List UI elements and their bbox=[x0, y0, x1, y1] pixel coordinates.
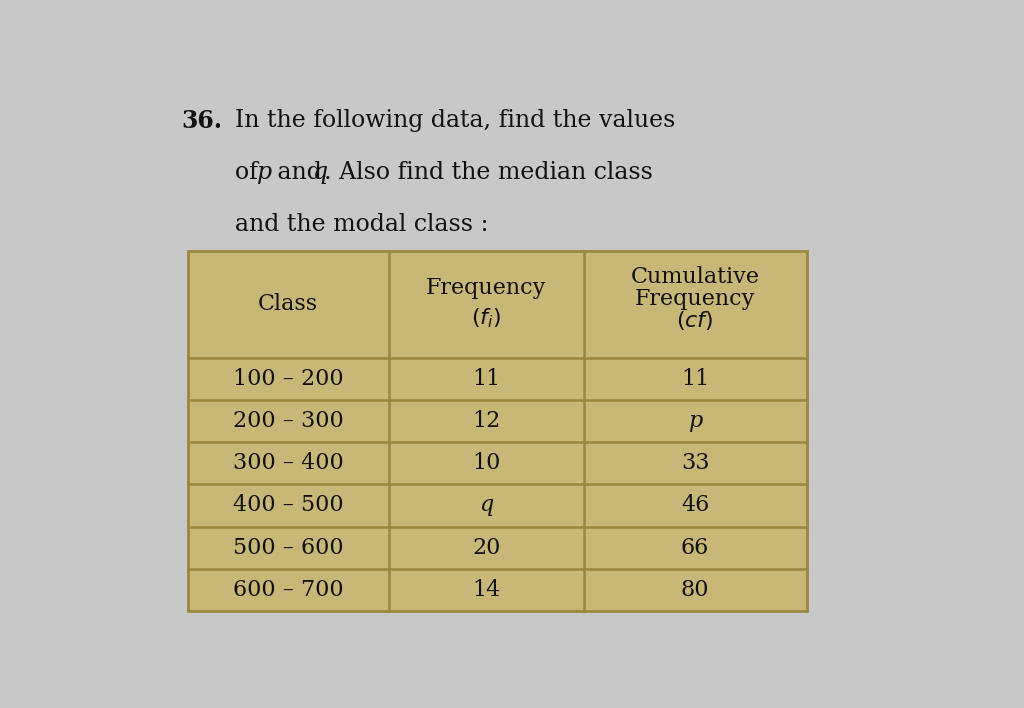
Text: 10: 10 bbox=[472, 452, 501, 474]
Text: 500 – 600: 500 – 600 bbox=[232, 537, 343, 559]
Text: Frequency: Frequency bbox=[426, 277, 547, 299]
Text: $(cf)$: $(cf)$ bbox=[677, 309, 714, 332]
Text: In the following data, find the values: In the following data, find the values bbox=[236, 110, 676, 132]
Text: p: p bbox=[688, 410, 702, 432]
Text: $(f_i)$: $(f_i)$ bbox=[471, 307, 502, 330]
Text: 600 – 700: 600 – 700 bbox=[232, 579, 343, 601]
Text: 14: 14 bbox=[472, 579, 501, 601]
Text: 36.: 36. bbox=[181, 110, 222, 134]
Text: 11: 11 bbox=[681, 367, 710, 389]
Text: of: of bbox=[236, 161, 265, 184]
Text: q: q bbox=[479, 494, 494, 516]
Text: q: q bbox=[313, 161, 328, 184]
Text: and the modal class :: and the modal class : bbox=[236, 213, 488, 236]
Text: Class: Class bbox=[258, 293, 318, 315]
Text: 400 – 500: 400 – 500 bbox=[232, 494, 343, 516]
Text: 80: 80 bbox=[681, 579, 710, 601]
Text: . Also find the median class: . Also find the median class bbox=[324, 161, 653, 184]
Text: 12: 12 bbox=[472, 410, 501, 432]
Text: 100 – 200: 100 – 200 bbox=[232, 367, 343, 389]
Text: 11: 11 bbox=[472, 367, 501, 389]
Text: Cumulative: Cumulative bbox=[631, 266, 760, 288]
Text: 33: 33 bbox=[681, 452, 710, 474]
Text: Frequency: Frequency bbox=[635, 288, 756, 310]
Text: and: and bbox=[270, 161, 330, 184]
Text: 200 – 300: 200 – 300 bbox=[232, 410, 343, 432]
Text: 300 – 400: 300 – 400 bbox=[232, 452, 343, 474]
Text: 46: 46 bbox=[681, 494, 710, 516]
Text: 66: 66 bbox=[681, 537, 710, 559]
Text: p: p bbox=[257, 161, 272, 184]
Text: 20: 20 bbox=[472, 537, 501, 559]
